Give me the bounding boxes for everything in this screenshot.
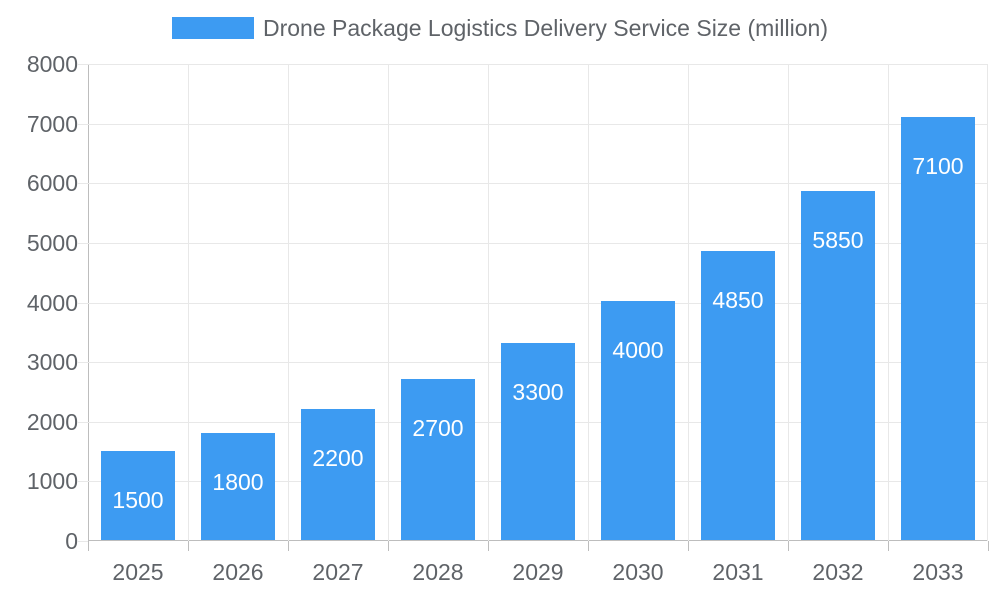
x-axis-tick-label: 2027: [312, 559, 364, 585]
bar-column[interactable]: 1800: [201, 433, 275, 540]
bar-value-label: 1800: [212, 469, 264, 495]
legend-color-swatch: [172, 17, 254, 39]
x-axis-tick-mark: [388, 541, 389, 551]
legend-item-0[interactable]: Drone Package Logistics Delivery Service…: [172, 14, 828, 41]
x-axis-tick-label: 2026: [212, 559, 264, 585]
bar-rect[interactable]: [401, 379, 475, 540]
y-axis-tick-mark: [78, 123, 88, 125]
x-axis-tick-label: 2029: [512, 559, 564, 585]
x-axis-tick-mark: [688, 541, 689, 551]
bar-value-label: 2700: [412, 415, 464, 441]
bar-rect[interactable]: [601, 301, 675, 540]
y-axis-tick-label: 7000: [26, 110, 78, 137]
y-axis-tick-label: 8000: [26, 51, 78, 77]
bar-column[interactable]: 5850: [801, 191, 875, 540]
plot-area: 1500 1800 2200 2700 3300 4000 4850 5850 7100: [88, 64, 988, 541]
bar-rect[interactable]: [301, 409, 375, 540]
y-axis-tick-mark: [78, 64, 88, 65]
y-axis-tick-label: 0: [65, 528, 78, 554]
bar-column[interactable]: 1500: [101, 451, 175, 540]
bar-value-label: 3300: [512, 379, 564, 405]
bars-layer: 1500 1800 2200 2700 3300 4000 4850 5850 7100: [88, 64, 988, 541]
y-axis-tick-mark: [78, 541, 88, 542]
y-axis-tick-label: 1000: [26, 468, 78, 495]
bar-rect[interactable]: [701, 251, 775, 540]
y-axis-tick-mark: [78, 481, 88, 483]
bar-rect[interactable]: [501, 343, 575, 540]
bar-column[interactable]: 2700: [401, 379, 475, 540]
x-axis-tick-label: 2031: [712, 559, 764, 585]
bar-value-label: 5850: [812, 227, 864, 253]
x-axis-tick-label: 2025: [112, 559, 164, 585]
bar-rect[interactable]: [101, 451, 175, 540]
y-axis-tick-label: 5000: [26, 229, 78, 256]
bar-value-label: 2200: [312, 445, 364, 471]
x-axis-tick-mark: [488, 541, 489, 551]
x-axis-tick-mark: [988, 541, 989, 551]
bar-column[interactable]: 3300: [501, 343, 575, 540]
x-axis-tick-mark: [88, 541, 89, 551]
bar-rect[interactable]: [901, 117, 975, 540]
bar-value-label: 4850: [712, 287, 764, 313]
y-axis-tick-label: 2000: [26, 408, 78, 435]
y-axis-tick-label: 6000: [26, 170, 78, 197]
y-axis-tick-label: 4000: [26, 289, 78, 316]
x-axis-tick-label: 2030: [612, 559, 664, 585]
bar-column[interactable]: 4000: [601, 301, 675, 540]
bar-value-label: 4000: [612, 337, 664, 363]
chart-legend: Drone Package Logistics Delivery Service…: [0, 10, 1000, 46]
y-axis-tick-mark: [78, 362, 88, 364]
y-axis-tick-mark: [78, 183, 88, 185]
x-axis-tick-label: 2032: [812, 559, 864, 585]
bar-column[interactable]: 7100: [901, 117, 975, 540]
x-axis-tick-label: 2028: [412, 559, 464, 585]
x-axis-tick-mark: [188, 541, 189, 551]
bar-rect[interactable]: [801, 191, 875, 540]
y-axis-tick-mark: [78, 242, 88, 244]
x-axis-tick-label: 2033: [912, 559, 964, 585]
bar-rect[interactable]: [201, 433, 275, 540]
bar-column[interactable]: 4850: [701, 251, 775, 540]
bar-value-label: 1500: [112, 487, 164, 513]
bar-column[interactable]: 2200: [301, 409, 375, 540]
x-axis-tick-mark: [588, 541, 589, 551]
legend-item-label: Drone Package Logistics Delivery Service…: [263, 14, 828, 41]
x-axis-tick-mark: [888, 541, 889, 551]
y-axis: 0 1000 2000 3000 4000 5000 6000 7000 8000: [0, 0, 88, 600]
y-axis-tick-mark: [78, 302, 88, 304]
x-axis: 2025 2026 2027 2028 2029 2030 2031 2032 2033: [88, 541, 989, 600]
y-axis-tick-mark: [78, 421, 88, 423]
bar-value-label: 7100: [912, 153, 964, 179]
y-axis-tick-label: 3000: [26, 349, 78, 376]
x-axis-tick-mark: [788, 541, 789, 551]
x-axis-tick-mark: [288, 541, 289, 551]
